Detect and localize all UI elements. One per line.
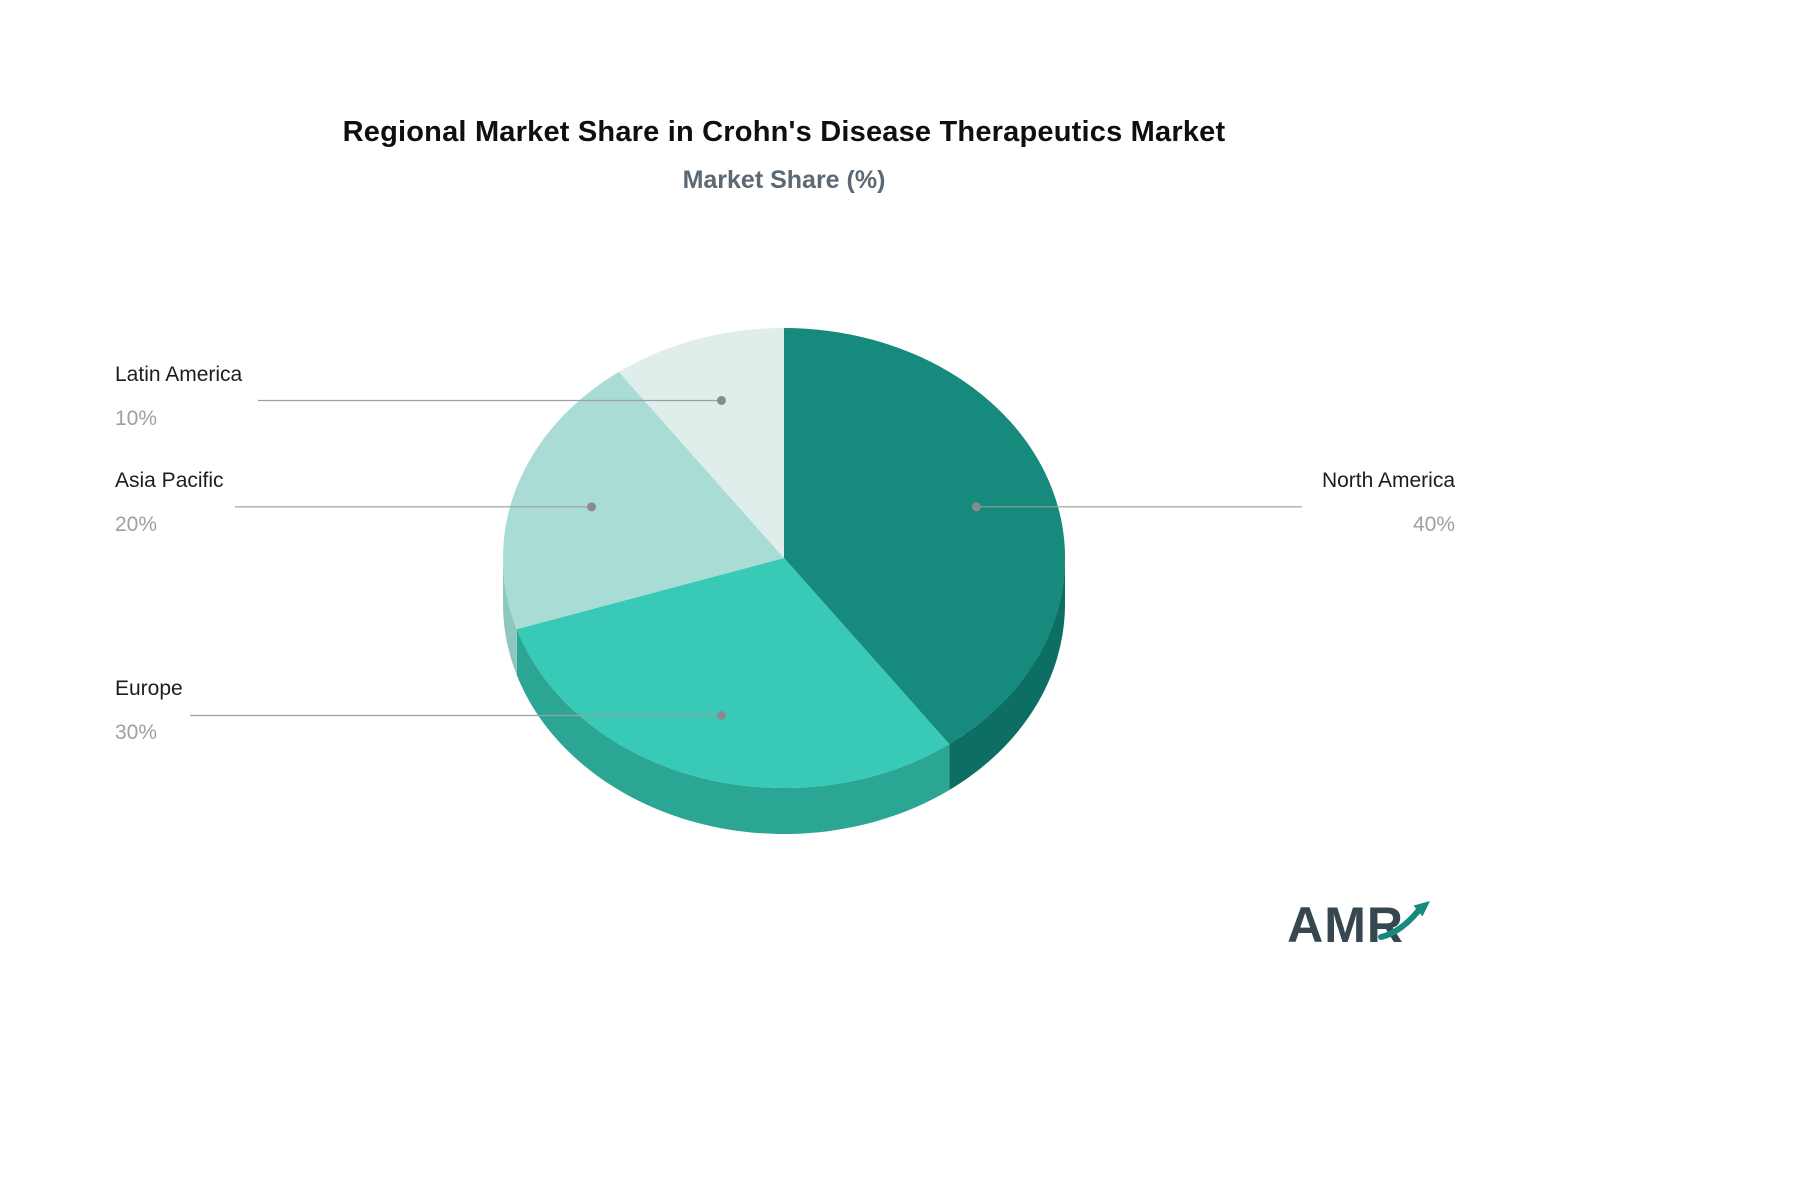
callout-value: 20% bbox=[115, 513, 158, 536]
callout-label: Latin America bbox=[115, 363, 243, 386]
leader-dot-europe bbox=[716, 710, 726, 720]
pie-slice-asia-pacific[interactable] bbox=[503, 371, 784, 630]
logo-arrow-icon bbox=[1378, 901, 1430, 940]
callout-value: 40% bbox=[1412, 513, 1455, 536]
leader-dot-latin-america bbox=[716, 396, 726, 406]
pie-slice-side-europe bbox=[516, 629, 950, 835]
pie-slice-north-america[interactable] bbox=[784, 328, 1066, 745]
amr-logo: AMR bbox=[1287, 896, 1434, 954]
callout-value: 10% bbox=[115, 407, 158, 430]
callout-latin-america: Latin America 10% bbox=[115, 363, 242, 431]
pie-slice-side-north-america bbox=[949, 558, 1065, 791]
pie-slice-europe[interactable] bbox=[516, 558, 950, 789]
leader-dot-north-america bbox=[971, 502, 981, 512]
callout-label: Asia Pacific bbox=[115, 469, 224, 492]
callout-label: North America bbox=[1321, 469, 1455, 492]
callout-asia-pacific: Asia Pacific 20% bbox=[115, 469, 224, 537]
pie-slice-latin-america[interactable] bbox=[618, 327, 784, 558]
callout-europe: Europe 30% bbox=[115, 677, 183, 745]
chart-title: Regional Market Share in Crohn's Disease… bbox=[342, 116, 1226, 148]
callout-label: Europe bbox=[115, 677, 183, 700]
callout-value: 30% bbox=[115, 721, 158, 744]
callout-north-america: North America 40% bbox=[1322, 469, 1455, 537]
pie-slice-side-asia-pacific bbox=[503, 558, 517, 676]
logo-text: AMR bbox=[1287, 897, 1404, 953]
chart-subtitle: Market Share (%) bbox=[682, 166, 886, 194]
leader-dot-asia-pacific bbox=[587, 502, 597, 512]
